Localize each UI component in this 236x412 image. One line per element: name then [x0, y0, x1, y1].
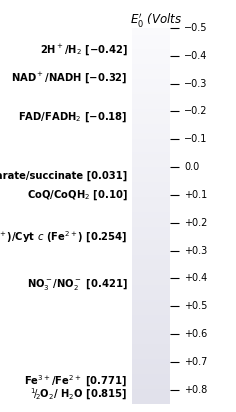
- Text: NAD$^+$/NADH [−0.32]: NAD$^+$/NADH [−0.32]: [11, 70, 127, 85]
- Text: −0.1: −0.1: [184, 134, 207, 144]
- Text: Cyt $c$ (Fe$^{3+}$)/Cyt $c$ (Fe$^{2+}$) [0.254]: Cyt $c$ (Fe$^{3+}$)/Cyt $c$ (Fe$^{2+}$) …: [0, 230, 127, 246]
- Text: −0.5: −0.5: [184, 23, 208, 33]
- Text: Fumarate/succinate [0.031]: Fumarate/succinate [0.031]: [0, 171, 127, 181]
- Text: +0.5: +0.5: [184, 301, 207, 311]
- Text: NO$_3^-$/NO$_2^-$ [0.421]: NO$_3^-$/NO$_2^-$ [0.421]: [27, 277, 127, 292]
- Text: 0.0: 0.0: [184, 162, 199, 172]
- Text: +0.3: +0.3: [184, 246, 207, 255]
- Text: $^1\!/\!_2$O$_2$/ H$_2$O [0.815]: $^1\!/\!_2$O$_2$/ H$_2$O [0.815]: [30, 386, 127, 402]
- Text: −0.3: −0.3: [184, 79, 207, 89]
- Text: +0.2: +0.2: [184, 218, 207, 228]
- Text: +0.1: +0.1: [184, 190, 207, 200]
- Text: CoQ/CoQH$_2$ [0.10]: CoQ/CoQH$_2$ [0.10]: [27, 188, 127, 201]
- Text: +0.7: +0.7: [184, 357, 207, 367]
- Text: +0.8: +0.8: [184, 385, 207, 395]
- Text: −0.4: −0.4: [184, 51, 207, 61]
- Text: +0.6: +0.6: [184, 329, 207, 339]
- Text: FAD/FADH$_2$ [−0.18]: FAD/FADH$_2$ [−0.18]: [18, 110, 127, 124]
- Text: +0.4: +0.4: [184, 274, 207, 283]
- Text: 2H$^+$/H$_2$ [−0.42]: 2H$^+$/H$_2$ [−0.42]: [39, 43, 127, 57]
- Text: Fe$^{3+}$/Fe$^{2+}$ [0.771]: Fe$^{3+}$/Fe$^{2+}$ [0.771]: [24, 374, 127, 389]
- Text: −0.2: −0.2: [184, 106, 208, 116]
- Text: $E_0'$ (Volts: $E_0'$ (Volts: [130, 11, 182, 29]
